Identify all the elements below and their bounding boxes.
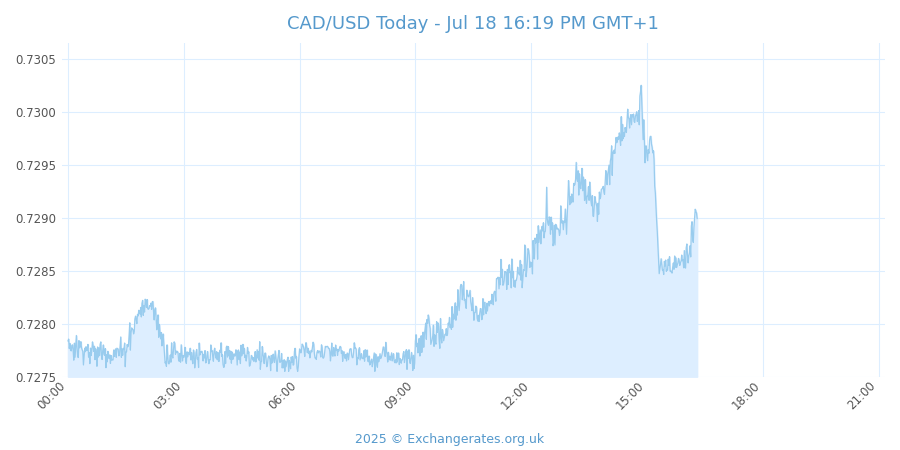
Title: CAD/USD Today - Jul 18 16:19 PM GMT+1: CAD/USD Today - Jul 18 16:19 PM GMT+1 [287,15,659,33]
Text: 2025 © Exchangerates.org.uk: 2025 © Exchangerates.org.uk [356,432,544,446]
